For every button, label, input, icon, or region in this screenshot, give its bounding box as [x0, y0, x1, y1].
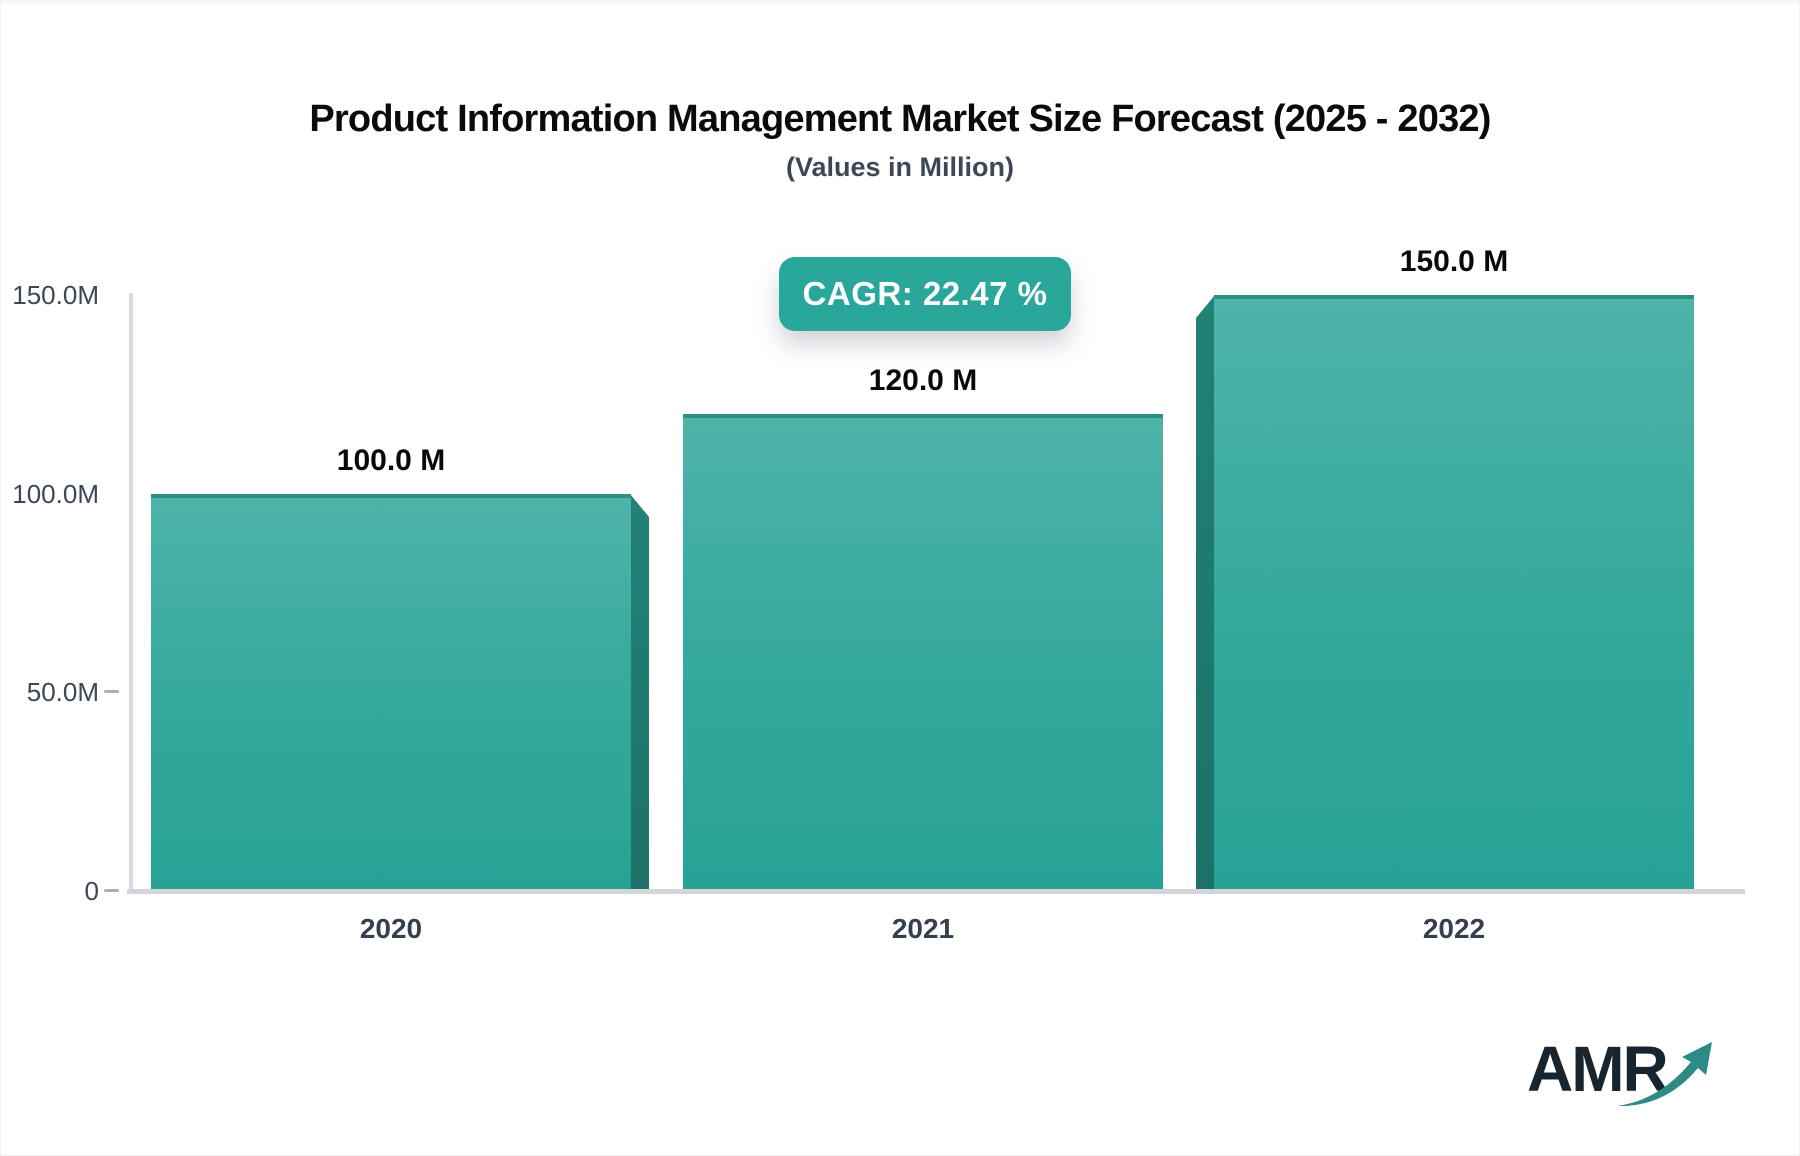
bar-2021	[683, 414, 1163, 891]
amr-logo-arrow-icon	[1617, 1042, 1712, 1107]
bar-value-label: 150.0 M	[1399, 245, 1509, 278]
chart-title: Product Information Management Market Si…	[309, 98, 1491, 140]
x-axis-label: 2021	[891, 913, 955, 944]
y-axis-label: 100.0M	[12, 478, 99, 509]
y-axis-tick	[104, 889, 119, 892]
bar-value-label: 100.0 M	[336, 444, 446, 477]
plot-area: 100.0 M 2020 120.0 M 2021 150.0 M 2022 150.0M 1…	[1, 4, 1799, 1155]
x-axis-label: 2020	[359, 913, 423, 944]
bar-2022	[1214, 295, 1694, 891]
cagr-badge: CAGR: 22.47 %	[779, 257, 1071, 331]
bar-2022-side-face	[1196, 295, 1215, 891]
y-axis-tick	[104, 690, 119, 694]
y-axis-label: 50.0M	[26, 677, 99, 708]
cagr-badge-label: CAGR: 22.47 %	[802, 275, 1048, 312]
amr-logo-text: AMR	[1527, 1033, 1669, 1105]
bar-value-label: 120.0 M	[868, 364, 978, 397]
chart-subtitle: (Values in Million)	[785, 152, 1015, 182]
x-axis-line	[127, 889, 1745, 894]
bar-2020-side-face	[630, 494, 649, 891]
bar-2020	[151, 494, 631, 891]
x-axis-label: 2022	[1422, 913, 1486, 944]
y-axis-label: 150.0M	[12, 280, 99, 310]
y-axis-label: 0	[84, 876, 99, 906]
y-axis-line	[129, 293, 133, 893]
